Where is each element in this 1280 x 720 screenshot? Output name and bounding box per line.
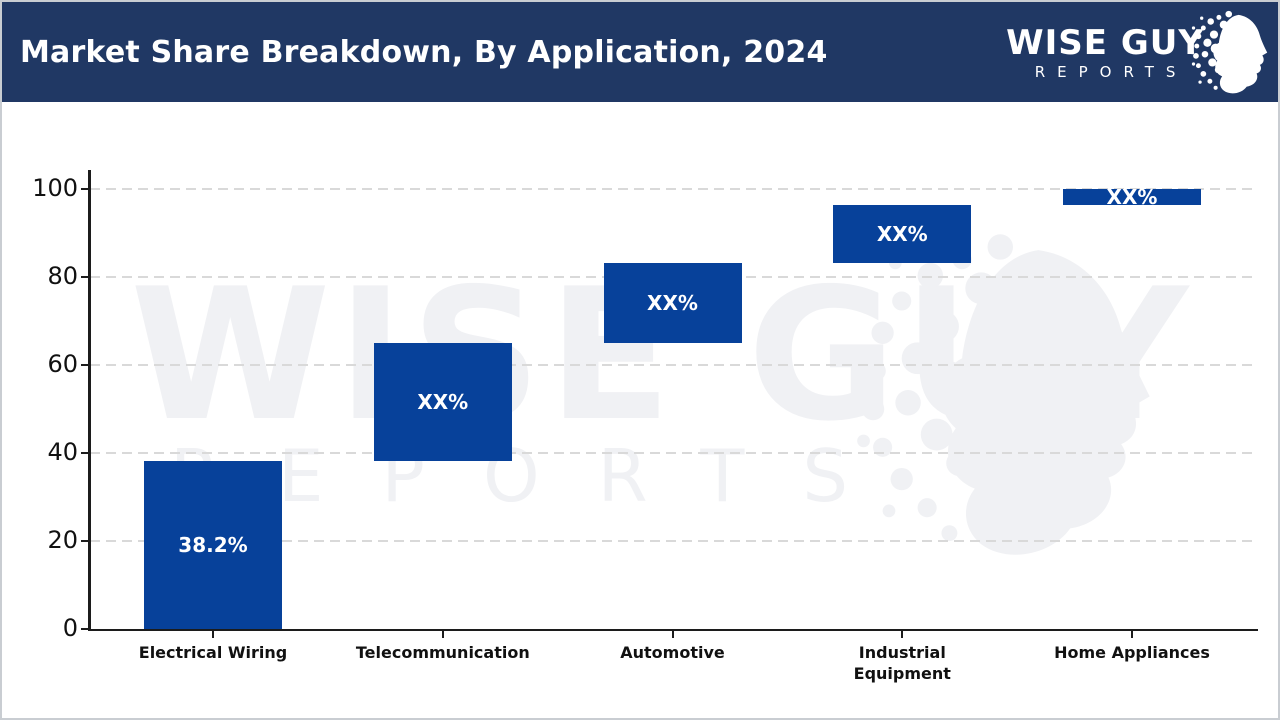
brand-logo-text: WISE GUY REPORTS — [1006, 25, 1204, 81]
x-axis-label: Automotive — [620, 643, 725, 662]
x-axis-label: Industrial Equipment — [853, 643, 951, 683]
bar-segment-2: XX% — [373, 342, 512, 461]
y-tick-mark — [81, 628, 89, 630]
y-axis-line — [88, 170, 91, 631]
y-tick-label: 80 — [47, 261, 78, 290]
y-tick-label: 20 — [47, 525, 78, 554]
brand-subname: REPORTS — [1034, 63, 1188, 81]
y-tick-label: 100 — [32, 173, 78, 202]
bar-value-label: XX% — [647, 291, 698, 316]
bar-value-label: 38.2% — [178, 532, 248, 557]
bar-segment-5: XX% — [1063, 185, 1201, 209]
x-tick-mark — [212, 631, 214, 638]
y-tick-mark — [81, 187, 89, 190]
page-title: Market Share Breakdown, By Application, … — [20, 34, 828, 70]
x-axis-label: Telecommunication — [355, 643, 530, 662]
y-tick-mark — [81, 451, 89, 454]
gridline-20 — [90, 539, 1257, 542]
x-tick-mark — [671, 631, 674, 638]
x-tick-mark — [901, 631, 904, 638]
brand-name: WISE GUY — [1006, 23, 1204, 63]
x-axis-label: Electrical Wiring — [138, 643, 288, 662]
gridline-60 — [90, 363, 1257, 366]
x-tick-mark — [441, 631, 444, 638]
bar-value-label: XX% — [417, 389, 469, 414]
gridline-40 — [90, 451, 1257, 454]
bar-value-label: XX% — [1106, 184, 1158, 209]
y-tick-label: 0 — [62, 614, 78, 642]
header-bar: Market Share Breakdown, By Application, … — [2, 2, 1278, 102]
x-axis-label: Home Appliances — [1054, 643, 1210, 662]
y-tick-mark — [81, 275, 89, 278]
gridline-100 — [90, 187, 1257, 190]
x-tick-mark — [1131, 631, 1133, 638]
y-tick-mark — [81, 539, 89, 542]
bar-segment-4: XX% — [833, 204, 972, 264]
bar-segment-3: XX% — [603, 263, 742, 343]
brand-logo: WISE GUY REPORTS — [1006, 8, 1274, 98]
bar-segment-1: 38.2% — [144, 460, 282, 629]
y-tick-label: 40 — [47, 437, 78, 466]
x-axis-line — [88, 628, 1258, 631]
y-tick-label: 60 — [47, 349, 78, 378]
y-tick-mark — [81, 363, 89, 366]
bar-value-label: XX% — [876, 222, 928, 247]
